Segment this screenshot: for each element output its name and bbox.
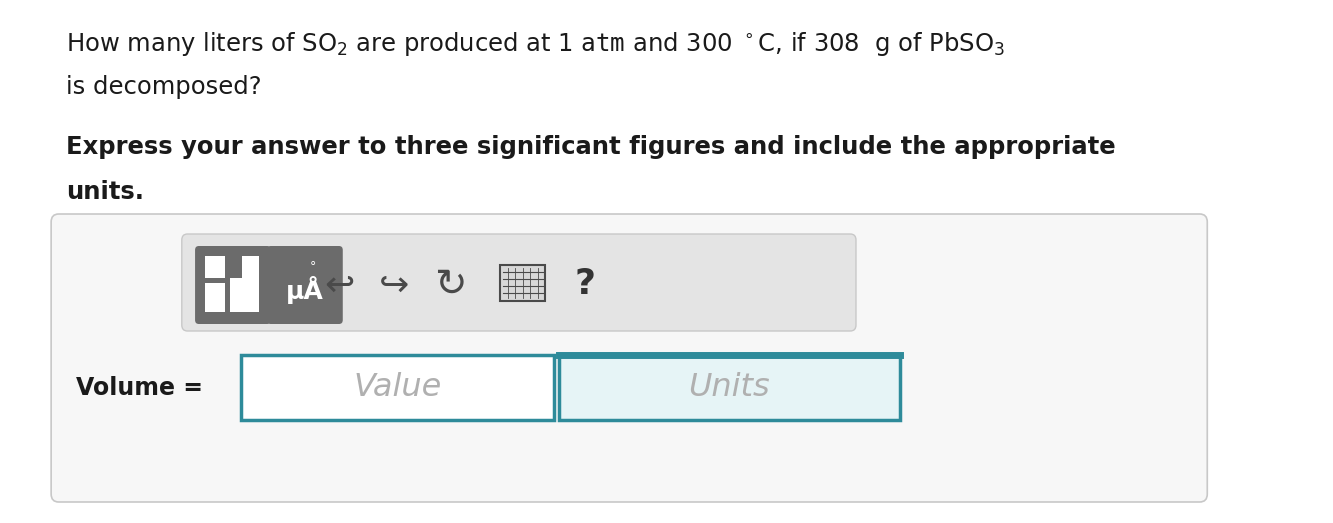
Text: Express your answer to three significant figures and include the appropriate: Express your answer to three significant… bbox=[67, 135, 1116, 159]
FancyBboxPatch shape bbox=[267, 246, 343, 324]
Text: Value: Value bbox=[353, 372, 441, 403]
Text: is decomposed?: is decomposed? bbox=[67, 75, 261, 99]
Bar bbox=[231, 256, 243, 278]
Bar bbox=[204, 283, 225, 312]
Text: °: ° bbox=[309, 260, 316, 273]
Bar bbox=[500, 265, 545, 301]
Bar bbox=[204, 256, 225, 278]
Bar bbox=[231, 256, 259, 312]
FancyBboxPatch shape bbox=[195, 246, 271, 324]
FancyBboxPatch shape bbox=[181, 234, 856, 331]
Text: ↪: ↪ bbox=[379, 268, 409, 302]
Text: Volume =: Volume = bbox=[76, 376, 203, 400]
Text: Units: Units bbox=[688, 372, 770, 403]
Text: units.: units. bbox=[67, 180, 144, 204]
Bar bbox=[241, 355, 555, 420]
Text: ↻: ↻ bbox=[435, 266, 467, 303]
Text: ?: ? bbox=[575, 267, 596, 301]
FancyBboxPatch shape bbox=[51, 214, 1208, 502]
Text: How many liters of $\mathregular{SO_2}$ are produced at 1 $\mathtt{atm}$ and 300: How many liters of $\mathregular{SO_2}$ … bbox=[67, 30, 1005, 58]
Text: μÅ: μÅ bbox=[287, 276, 324, 304]
Bar bbox=[559, 355, 900, 420]
Text: ↩: ↩ bbox=[324, 268, 355, 302]
